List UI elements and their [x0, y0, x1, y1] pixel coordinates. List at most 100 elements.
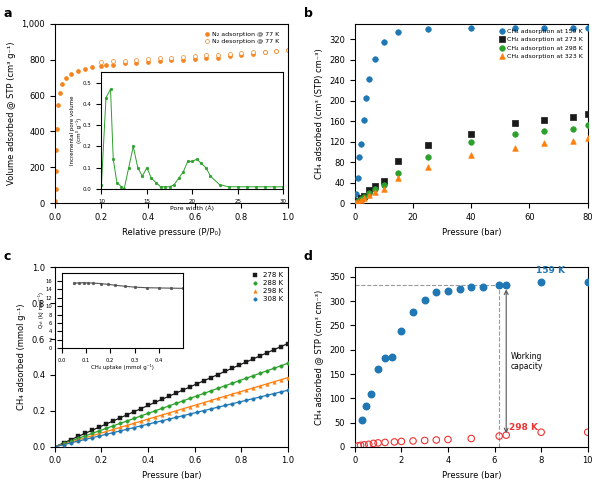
278 K [145, 403, 152, 409]
Y-axis label: CH₄ adsorbed (cm³ (STP) cm⁻³): CH₄ adsorbed (cm³ (STP) cm⁻³) [314, 48, 323, 179]
CH₄ adsorption at 323 K [379, 185, 389, 193]
CH₄ adsorption at 298 K [356, 195, 365, 203]
Point [364, 440, 374, 448]
308 K [103, 431, 110, 437]
CH₄ adsorption at 298 K [510, 130, 520, 138]
278 K [242, 359, 250, 365]
N₂ desorption @ 77 K [98, 59, 105, 65]
298 K [235, 389, 242, 395]
Point [353, 442, 363, 450]
278 K [179, 387, 187, 393]
278 K [187, 384, 194, 390]
298 K [277, 377, 284, 383]
N₂ desorption @ 77 K [133, 57, 140, 63]
CH₄ adsorption at 298 K [359, 193, 368, 201]
CH₄ adsorption at 159 K [353, 174, 362, 182]
N₂ adsorption @ 77 K [74, 68, 82, 74]
N₂ adsorption @ 77 K [82, 66, 89, 72]
N₂ adsorption @ 77 K [53, 126, 61, 131]
278 K [284, 340, 292, 346]
CH₄ adsorption at 159 K [352, 190, 361, 198]
288 K [68, 438, 75, 444]
N₂ adsorption @ 77 K [63, 75, 70, 80]
CH₄ adsorption at 323 K [370, 188, 380, 196]
CH₄ adsorption at 323 K [539, 139, 549, 147]
Text: a: a [4, 7, 12, 19]
298 K [270, 379, 277, 385]
N₂ adsorption @ 77 K [52, 186, 59, 192]
278 K [208, 375, 215, 380]
308 K [158, 418, 166, 424]
CH₄ adsorption at 159 K [365, 75, 374, 83]
298 K [249, 385, 256, 391]
288 K [256, 371, 263, 376]
278 K [249, 356, 256, 362]
Point [536, 278, 546, 286]
N₂ adsorption @ 77 K [226, 54, 233, 59]
CH₄ adsorption at 273 K [423, 141, 433, 149]
N₂ desorption @ 77 K [238, 50, 245, 56]
CH₄ adsorption at 298 K [365, 189, 374, 197]
Point [502, 431, 511, 439]
CH₄ adsorption at 323 K [365, 191, 374, 199]
N₂ adsorption @ 77 K [214, 55, 221, 60]
Point [387, 353, 397, 360]
N₂ adsorption @ 77 K [56, 90, 63, 96]
308 K [235, 399, 242, 405]
308 K [179, 413, 187, 419]
Point [366, 391, 376, 398]
N₂ adsorption @ 77 K [203, 56, 210, 61]
298 K [109, 427, 116, 432]
278 K [256, 353, 263, 359]
CH₄ adsorption at 273 K [568, 113, 578, 121]
CH₄ adsorption at 323 K [356, 196, 365, 204]
Text: Working
capacity: Working capacity [511, 352, 544, 371]
308 K [284, 387, 292, 393]
Y-axis label: Volume adsorbed @ STP (cm³ g⁻¹): Volume adsorbed @ STP (cm³ g⁻¹) [7, 42, 16, 185]
N₂ desorption @ 77 K [203, 53, 210, 58]
308 K [193, 410, 200, 415]
CH₄ adsorption at 323 K [568, 137, 578, 145]
N₂ desorption @ 77 K [109, 58, 116, 64]
CH₄ adsorption at 159 K [379, 38, 389, 46]
298 K [151, 414, 158, 420]
308 K [166, 416, 173, 422]
Text: b: b [304, 7, 313, 19]
298 K [95, 431, 103, 436]
CH₄ adsorption at 298 K [394, 169, 403, 176]
Point [466, 434, 476, 442]
278 K [137, 406, 145, 412]
288 K [109, 423, 116, 429]
298 K [74, 437, 82, 443]
298 K [208, 397, 215, 403]
Legend: 278 K, 288 K, 298 K, 308 K: 278 K, 288 K, 298 K, 308 K [249, 271, 284, 304]
N₂ adsorption @ 77 K [284, 47, 292, 53]
278 K [95, 424, 103, 430]
Text: c: c [4, 250, 11, 263]
Point [373, 439, 383, 447]
278 K [270, 347, 277, 353]
288 K [116, 420, 124, 426]
308 K [61, 442, 68, 448]
Point [443, 435, 453, 443]
CH₄ adsorption at 298 K [350, 199, 360, 207]
Text: d: d [304, 250, 313, 263]
308 K [200, 408, 208, 413]
CH₄ adsorption at 273 K [510, 119, 520, 127]
N₂ adsorption @ 77 K [249, 51, 256, 57]
CH₄ adsorption at 273 K [359, 192, 368, 200]
N₂ adsorption @ 77 K [58, 81, 65, 87]
288 K [214, 385, 221, 391]
N₂ desorption @ 77 K [214, 52, 221, 57]
298 K [103, 429, 110, 434]
CH₄ adsorption at 273 K [394, 157, 403, 165]
298 K [124, 422, 131, 428]
Line: 298 K: 298 K [62, 376, 290, 446]
CH₄ adsorption at 298 K [568, 125, 578, 133]
308 K [82, 436, 89, 442]
Y-axis label: CH₄ adsorbed @ STP (cm³ cm⁻³): CH₄ adsorbed @ STP (cm³ cm⁻³) [314, 289, 323, 425]
N₂ desorption @ 77 K [284, 47, 292, 53]
278 K [214, 372, 221, 377]
278 K [151, 399, 158, 405]
308 K [137, 423, 145, 429]
